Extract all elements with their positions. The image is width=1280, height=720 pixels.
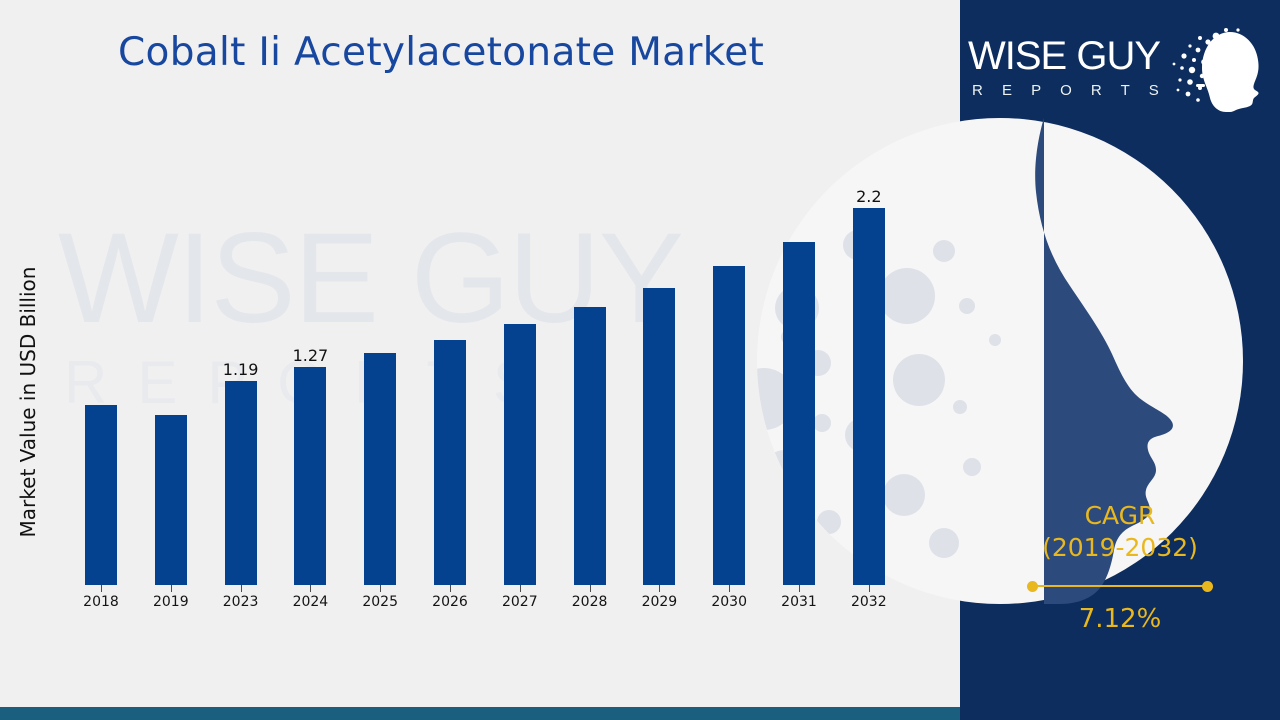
x-tick-label-2025: 2025: [362, 594, 398, 610]
bar-2032: [852, 207, 885, 585]
bar-2027: [503, 324, 536, 585]
x-tick-2023: [240, 585, 242, 592]
cagr-title: CAGR: [1084, 501, 1156, 530]
x-tick-label-2018: 2018: [83, 594, 119, 610]
bar-2029: [643, 288, 676, 585]
cagr-value: 7.12%: [1078, 604, 1162, 634]
brand-logo: WISE GUY R E P O R T S: [968, 28, 1268, 122]
x-tick-2029: [659, 585, 661, 592]
bar-chart: Market Value in USD Billion 2018 2019 1.19…: [16, 186, 887, 610]
bar-2028: [573, 307, 606, 585]
bar-value-label-2032: 2.2: [856, 186, 882, 206]
x-tick-2031: [799, 585, 800, 592]
bar-2025: [364, 353, 397, 585]
x-tick-2030: [729, 585, 731, 592]
dotted-head-icon: [1172, 28, 1259, 112]
x-tick-label-2028: 2028: [571, 594, 608, 610]
divider-dot-right: [1202, 581, 1213, 592]
footer-strip: [0, 707, 960, 720]
bar-value-label-2023: 1.19: [222, 359, 259, 379]
bar-2031: [783, 242, 815, 585]
cagr-divider: [1027, 580, 1213, 592]
x-tick-label-2019: 2019: [152, 594, 189, 610]
x-tick-label-2029: 2029: [641, 594, 678, 610]
x-tick-label-2024: 2024: [292, 594, 329, 610]
x-tick-label-2023: 2023: [222, 594, 259, 610]
cagr-range: (2019-2032): [1042, 533, 1198, 562]
brand-logo-wordmark: WISE GUY: [968, 34, 1161, 78]
x-tick-2018: [101, 585, 102, 592]
x-tick-2026: [450, 585, 451, 592]
brand-logo-subtitle: R E P O R T S: [972, 82, 1167, 99]
x-tick-label-2031: 2031: [781, 594, 817, 610]
x-tick-2028: [589, 585, 591, 592]
divider-dot-left: [1027, 581, 1038, 592]
x-tick-label-2026: 2026: [432, 594, 468, 610]
x-tick-2019: [170, 585, 172, 592]
bar-2018: [85, 404, 117, 585]
cagr-block: CAGR (2019-2032) 7.12%: [960, 500, 1280, 634]
bar-2019: [154, 415, 187, 585]
x-tick-2025: [380, 585, 382, 592]
bar-2030: [713, 266, 746, 585]
bar-2023: [224, 380, 257, 585]
x-tick-2024: [310, 585, 312, 592]
x-tick-label-2030: 2030: [711, 594, 747, 610]
bar-2024: [294, 367, 327, 585]
y-axis-label: Market Value in USD Billion: [16, 266, 40, 538]
x-tick-label-2032: 2032: [850, 594, 887, 610]
x-tick-label-2027: 2027: [501, 594, 538, 610]
x-tick-2032: [868, 585, 870, 592]
bar-value-label-2024: 1.27: [292, 346, 329, 366]
page-title: Cobalt Ii Acetylacetonate Market: [118, 30, 765, 75]
bar-2026: [434, 339, 466, 585]
x-tick-2027: [519, 585, 521, 592]
divider-line: [1033, 585, 1207, 587]
